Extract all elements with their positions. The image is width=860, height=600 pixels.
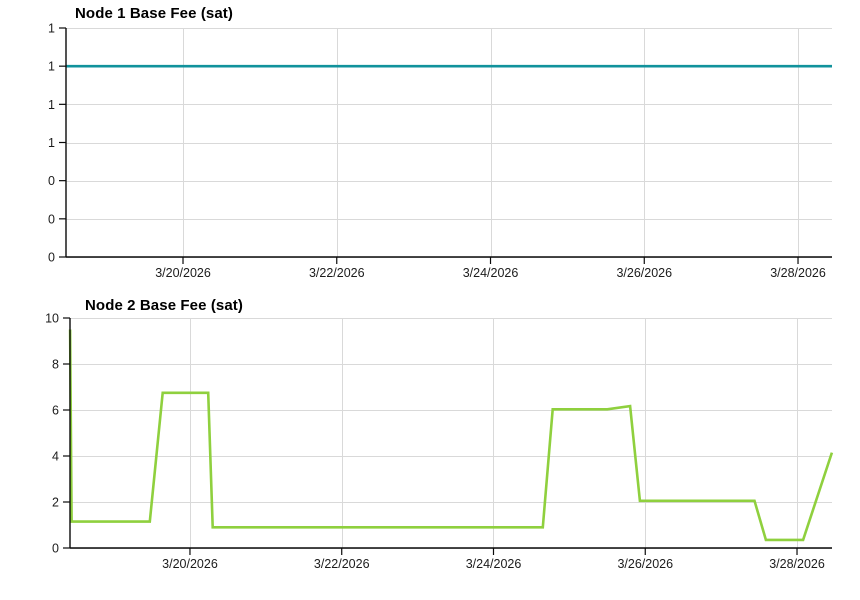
- x-tick-label: 3/26/2026: [617, 557, 673, 571]
- node2-base-fee-chart: Node 2 Base Fee (sat) 10 8 6 4 2 0 3/20/2026 3/…: [0, 290, 860, 600]
- node1-chart-title: Node 1 Base Fee (sat): [75, 5, 233, 22]
- node2-plot-area: 10 8 6 4 2 0 3/20/2026 3/22/2026 3/24/2026 3/26/2…: [45, 312, 834, 572]
- y-tick-label: 6: [52, 404, 59, 418]
- tick-marks: [59, 27, 799, 264]
- y-tick-label: 0: [52, 542, 59, 556]
- gridlines: [70, 318, 832, 549]
- x-tick-label: 3/28/2026: [770, 266, 826, 280]
- x-tick-label: 3/20/2026: [155, 266, 211, 280]
- x-tick-label: 3/24/2026: [463, 266, 519, 280]
- y-tick-label: 1: [48, 98, 55, 112]
- gridlines: [66, 28, 832, 258]
- x-tick-label: 3/22/2026: [314, 557, 370, 571]
- y-tick-label: 0: [48, 251, 55, 265]
- y-tick-label: 2: [52, 496, 59, 510]
- y-tick-label: 1: [48, 22, 55, 36]
- y-tick-label: 1: [48, 60, 55, 74]
- tick-marks: [63, 317, 798, 555]
- y-tick-label: 4: [52, 450, 59, 464]
- x-tick-label: 3/22/2026: [309, 266, 365, 280]
- node1-base-fee-chart: Node 1 Base Fee (sat) 1 1 1 1 0 0 0 3/20/2026 3/…: [0, 0, 860, 290]
- node2-base-fee-series-line: [68, 329, 834, 542]
- y-tick-label: 8: [52, 358, 59, 372]
- y-tick-label: 0: [48, 174, 55, 188]
- y-tick-label: 1: [48, 136, 55, 150]
- tick-labels: 1 1 1 1 0 0 0 3/20/2026 3/22/2026 3/24/2026 3/26/2…: [48, 22, 826, 281]
- x-tick-label: 3/20/2026: [162, 557, 218, 571]
- axes: [65, 28, 832, 258]
- y-tick-label: 0: [48, 212, 55, 226]
- x-tick-label: 3/26/2026: [616, 266, 672, 280]
- x-tick-label: 3/28/2026: [769, 557, 825, 571]
- y-tick-label: 10: [45, 312, 59, 326]
- x-tick-label: 3/24/2026: [466, 557, 522, 571]
- node2-chart-title: Node 2 Base Fee (sat): [85, 297, 243, 314]
- tick-labels: 10 8 6 4 2 0 3/20/2026 3/22/2026 3/24/2026 3/26/2…: [45, 312, 825, 572]
- axes: [69, 318, 832, 549]
- node1-plot-area: 1 1 1 1 0 0 0 3/20/2026 3/22/2026 3/24/2026 3/26/2…: [48, 22, 832, 281]
